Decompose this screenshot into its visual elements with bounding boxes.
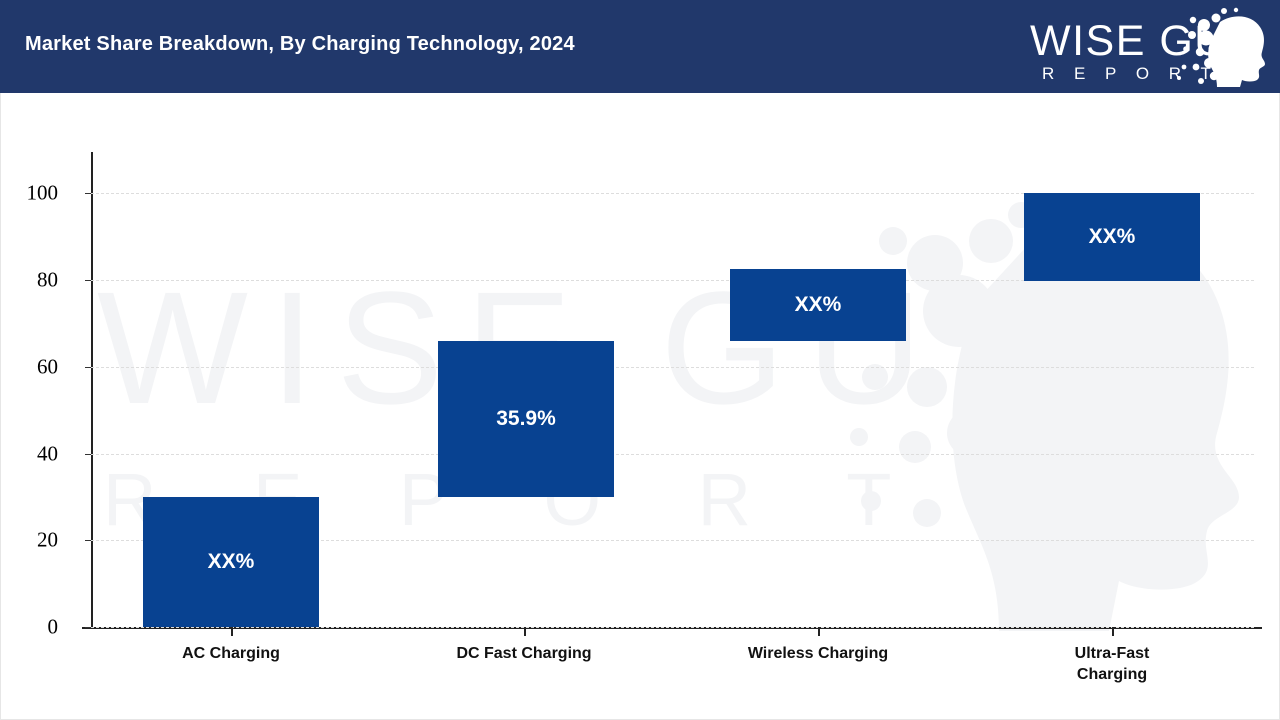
x-category-label-wireless-charging: Wireless Charging <box>718 643 918 664</box>
x-category-label-dc-fast-charging: DC Fast Charging <box>424 643 624 664</box>
plot-area: 0 20 40 60 80 100 XX% 35.9% XX% <box>27 152 1262 683</box>
page-title: Market Share Breakdown, By Charging Tech… <box>25 33 575 55</box>
x-category-label-ultra-fast-charging: Ultra-Fast Charging <box>1012 643 1212 685</box>
y-tick-mark-0 <box>85 627 91 628</box>
x-category-line: AC Charging <box>182 645 280 662</box>
bar-dc-fast-charging[interactable]: 35.9% <box>438 341 614 497</box>
x-tick-mark-0 <box>231 627 233 636</box>
bar-label-ultra-fast-charging: XX% <box>1088 225 1136 249</box>
y-tick-label-20: 20 <box>37 527 58 552</box>
wise-guy-reports-logo: WISE GUY R E P O R T S <box>1008 5 1274 89</box>
gridline-40 <box>91 453 1254 455</box>
y-tick-label-0: 0 <box>47 614 59 639</box>
gridline-20 <box>91 540 1254 542</box>
y-tick-mark-20 <box>85 540 91 542</box>
x-axis-line <box>82 627 1262 629</box>
gridline-60 <box>91 366 1254 368</box>
bar-label-dc-fast-charging: 35.9% <box>496 407 556 431</box>
x-category-line: Ultra-Fast <box>1074 645 1150 662</box>
x-category-line: Charging <box>1076 666 1148 683</box>
bar-wireless-charging[interactable]: XX% <box>730 269 906 342</box>
x-tick-mark-2 <box>818 627 820 636</box>
page-header: Market Share Breakdown, By Charging Tech… <box>0 0 1280 93</box>
bar-ultra-fast-charging[interactable]: XX% <box>1024 193 1200 282</box>
chart-body: WISE GUY R E P O R T S <box>0 93 1280 720</box>
gridline-100 <box>91 193 1254 195</box>
x-category-label-ac-charging: AC Charging <box>131 643 331 664</box>
y-tick-mark-60 <box>85 366 91 368</box>
y-tick-mark-100 <box>85 193 91 195</box>
x-category-line: DC Fast Charging <box>456 645 592 662</box>
gridline-80 <box>91 280 1254 282</box>
x-category-line: Wireless Charging <box>747 645 889 662</box>
y-tick-mark-80 <box>85 280 91 282</box>
x-tick-mark-1 <box>524 627 526 636</box>
svg-text:R E P O R T S: R E P O R T S <box>1042 64 1249 83</box>
bar-ac-charging[interactable]: XX% <box>143 496 319 627</box>
y-tick-mark-40 <box>85 453 91 455</box>
x-tick-mark-3 <box>1112 627 1114 636</box>
gridline-0 <box>91 627 1254 628</box>
y-tick-label-80: 80 <box>37 267 58 292</box>
y-axis-line <box>91 152 93 627</box>
bar-label-wireless-charging: XX% <box>794 293 842 317</box>
y-tick-label-40: 40 <box>37 441 58 465</box>
y-tick-label-100: 100 <box>26 180 59 205</box>
bar-label-ac-charging: XX% <box>207 549 255 573</box>
y-tick-label-60: 60 <box>37 354 58 379</box>
